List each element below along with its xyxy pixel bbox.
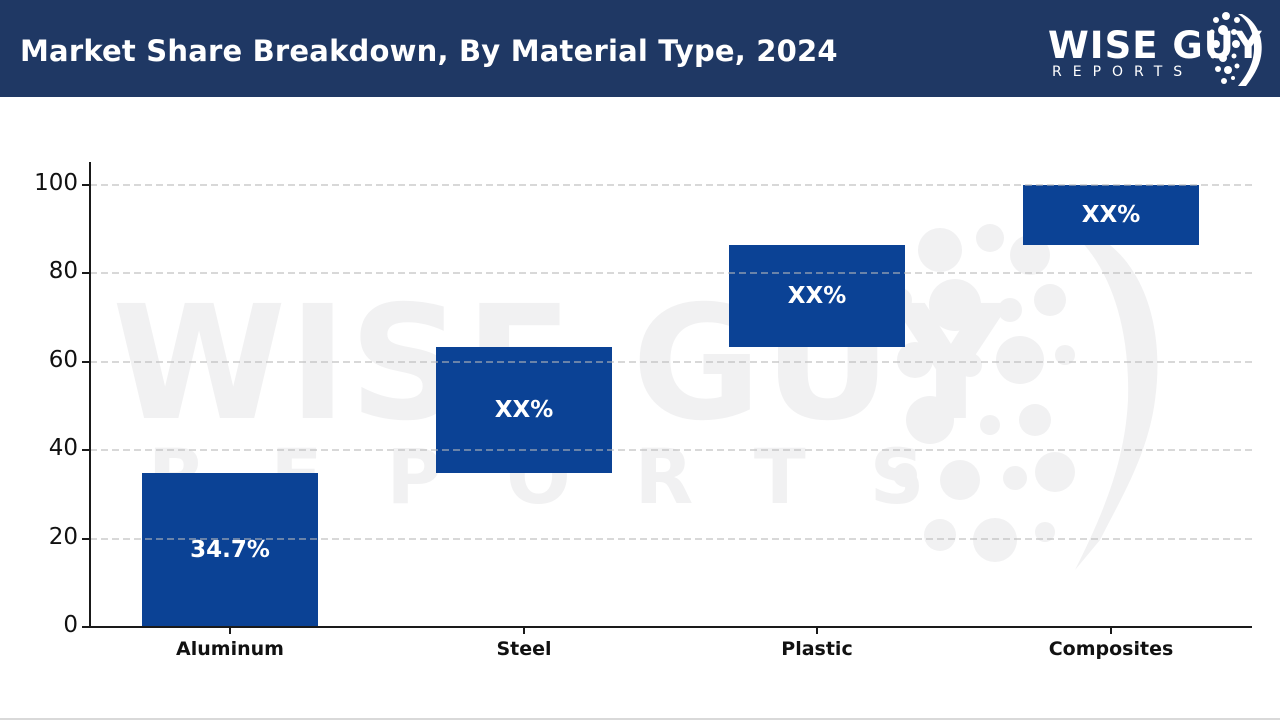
bar-value-label: XX%: [1081, 201, 1141, 228]
bar-steel: XX%: [436, 347, 612, 474]
watermark-head-dots: [888, 224, 1158, 570]
y-tick-label-40: 40: [48, 435, 78, 461]
bar-value-label: XX%: [494, 397, 554, 424]
y-tick-label-60: 60: [48, 346, 78, 373]
bar-aluminum: 34.7%: [142, 473, 318, 627]
x-tick-aluminum: [229, 628, 231, 634]
x-tick-composites: [1110, 628, 1112, 634]
logo-head-icon: [1209, 12, 1262, 86]
bar-value-label: 34.7%: [190, 537, 270, 564]
y-tick-20: [82, 537, 89, 540]
y-tick-100: [82, 183, 89, 186]
y-tick-80: [82, 272, 89, 274]
category-label-aluminum: Aluminum: [176, 638, 284, 660]
x-axis-spine: [89, 626, 1252, 628]
page-title: Market Share Breakdown, By Material Type…: [20, 34, 838, 68]
y-tick-40: [82, 449, 89, 451]
y-tick-label-20: 20: [48, 523, 78, 550]
gridline-100: [90, 183, 1252, 186]
y-tick-60: [82, 360, 89, 363]
y-tick-label-100: 100: [34, 169, 78, 196]
category-label-composites: Composites: [1048, 638, 1174, 660]
y-tick-0: [82, 626, 89, 628]
bar-value-label: XX%: [787, 283, 847, 310]
bar-composites: XX%: [1023, 184, 1199, 246]
header-bar: Market Share Breakdown, By Material Type…: [0, 0, 1280, 97]
category-label-steel: Steel: [496, 638, 552, 660]
category-label-plastic: Plastic: [781, 638, 853, 660]
gridline-40: [90, 449, 1252, 451]
x-tick-plastic: [816, 628, 818, 634]
y-axis-spine: [89, 162, 91, 628]
gridline-60: [90, 360, 1252, 363]
logo-subtitle: REPORTS: [1052, 64, 1194, 80]
bar-plastic: XX%: [729, 245, 905, 348]
x-tick-steel: [523, 628, 525, 634]
wise-guy-logo: WISE GUY REPORTS: [1020, 6, 1270, 92]
gridline-80: [90, 272, 1252, 274]
y-tick-label-80: 80: [48, 258, 78, 284]
y-tick-label-0: 0: [63, 612, 78, 638]
gridline-20: [90, 537, 1252, 540]
